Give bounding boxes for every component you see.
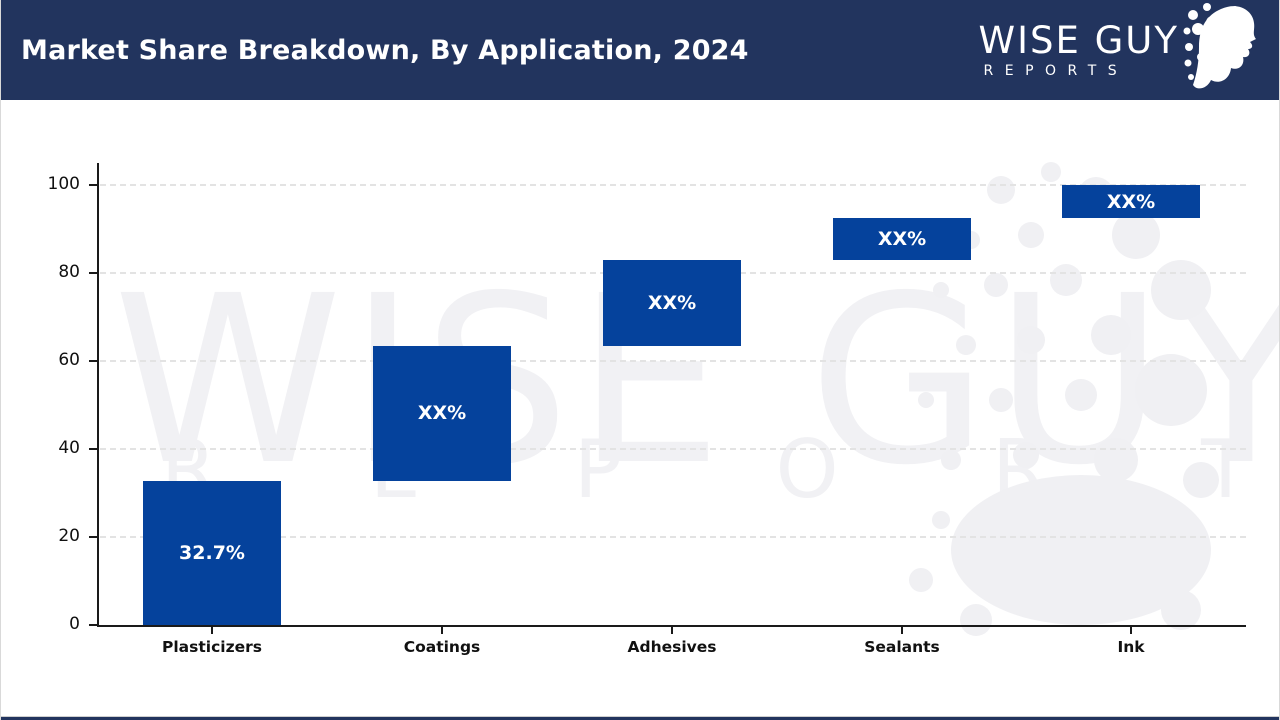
y-tick-60: [89, 360, 97, 362]
header-bar: Market Share Breakdown, By Application, …: [1, 0, 1279, 100]
y-tick-label-20: 20: [58, 526, 80, 546]
bottom-accent-strip: [1, 716, 1279, 720]
gridline-20: [100, 536, 1246, 538]
y-tick-100: [89, 184, 97, 186]
bar-adhesives: XX%: [603, 259, 741, 346]
category-label-ink: Ink: [1117, 638, 1145, 656]
bar-value-label-plasticizers: 32.7%: [179, 542, 245, 565]
bar-value-label-sealants: XX%: [877, 227, 927, 250]
chart-title: Market Share Breakdown, By Application, …: [21, 34, 749, 66]
bar-plasticizers: 32.7%: [143, 481, 281, 625]
category-label-adhesives: Adhesives: [627, 638, 717, 656]
gridline-100: [100, 184, 1246, 186]
y-tick-20: [89, 536, 97, 538]
bar-value-label-ink: XX%: [1106, 190, 1156, 213]
y-tick-label-60: 60: [58, 350, 80, 370]
x-tick-coatings: [441, 627, 443, 634]
dotted-face-profile-icon: [1183, 1, 1265, 99]
x-axis-line: [97, 625, 1246, 627]
logo: WISE GUY REPORTS: [979, 1, 1265, 99]
y-tick-0: [89, 624, 97, 626]
bar-value-label-adhesives: XX%: [647, 291, 697, 314]
x-tick-sealants: [901, 627, 903, 634]
y-axis-line: [97, 163, 99, 627]
y-tick-label-40: 40: [58, 438, 80, 458]
logo-subtitle: REPORTS: [983, 62, 1129, 79]
x-tick-ink: [1130, 627, 1132, 634]
chart-area: WISE GUY R E P O R T S: [1, 100, 1279, 716]
bar-ink: XX%: [1062, 185, 1200, 218]
gridline-60: [100, 360, 1246, 362]
y-tick-80: [89, 272, 97, 274]
category-label-plasticizers: Plasticizers: [162, 638, 262, 656]
y-tick-40: [89, 448, 97, 450]
logo-text: WISE GUY REPORTS: [979, 22, 1179, 79]
y-tick-label-80: 80: [58, 262, 80, 282]
y-tick-label-100: 100: [47, 174, 80, 194]
x-tick-plasticizers: [211, 627, 213, 634]
bar-value-label-coatings: XX%: [417, 402, 467, 425]
x-tick-adhesives: [671, 627, 673, 634]
bar-sealants: XX%: [833, 218, 971, 260]
logo-wordmark: WISE GUY: [978, 18, 1179, 62]
category-label-sealants: Sealants: [864, 638, 940, 656]
gridline-40: [100, 448, 1246, 450]
category-label-coatings: Coatings: [403, 638, 481, 656]
bar-coatings: XX%: [373, 345, 511, 482]
y-tick-label-0: 0: [69, 614, 80, 634]
watermark-subtitle: R E P O R T S: [161, 423, 1279, 516]
